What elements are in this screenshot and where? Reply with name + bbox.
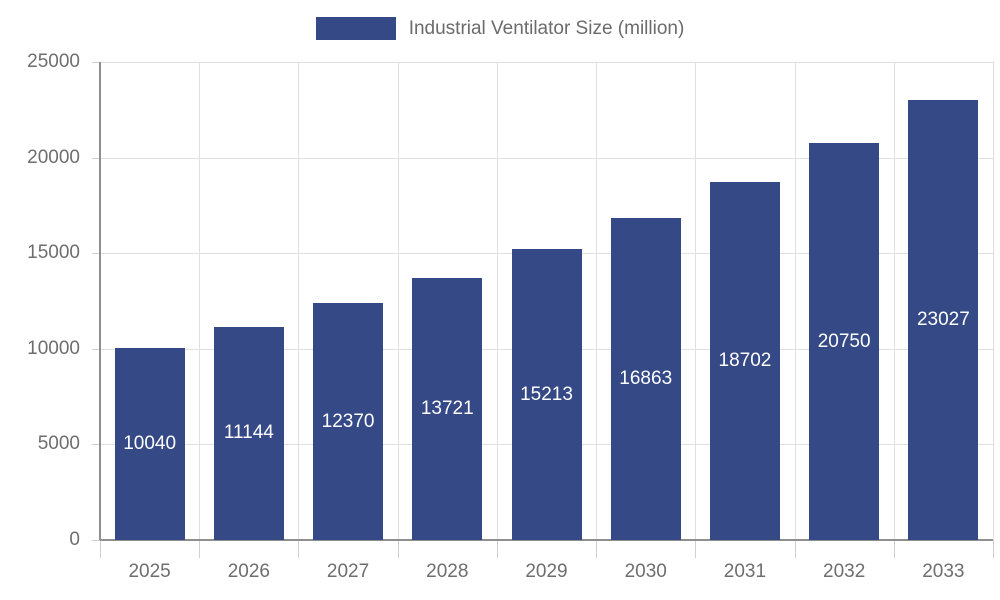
- h-gridline: [100, 62, 993, 63]
- x-axis-tick: [496, 540, 498, 558]
- y-axis-tick: [92, 444, 100, 446]
- y-axis-tick: [92, 157, 100, 159]
- y-axis-tick: [92, 62, 100, 63]
- x-tick-label: 2033: [922, 561, 965, 582]
- bar-value-label: 10040: [123, 433, 177, 455]
- x-tick-label: 2028: [426, 561, 469, 582]
- h-gridline: [100, 157, 993, 159]
- bar-value-label: 16863: [619, 367, 673, 389]
- x-tick-label: 2032: [823, 561, 866, 582]
- bar-2029[interactable]: [511, 249, 582, 540]
- bar-value-label: 18702: [718, 350, 772, 372]
- bar-value-label: 11144: [223, 422, 274, 444]
- y-tick-label: 5000: [37, 433, 80, 455]
- v-gridline: [993, 62, 994, 540]
- x-tick-label: 2027: [326, 561, 370, 582]
- x-axis-tick: [596, 540, 598, 558]
- v-gridline: [199, 62, 201, 540]
- v-gridline: [496, 62, 498, 540]
- v-gridline: [893, 62, 895, 540]
- y-tick-label: 10000: [27, 337, 80, 359]
- y-axis-line: [99, 62, 101, 540]
- bar-2032[interactable]: [809, 143, 880, 540]
- bar-value-label: 15213: [520, 383, 573, 405]
- x-axis-tick: [199, 540, 201, 558]
- x-axis-tick: [695, 540, 697, 558]
- bar-value-label: 13721: [420, 397, 474, 419]
- legend[interactable]: Industrial Ventilator Size (million): [0, 17, 1000, 40]
- bar-2027[interactable]: [313, 303, 384, 540]
- x-tick-label: 2031: [723, 561, 767, 582]
- bar-2026[interactable]: [213, 326, 284, 540]
- bar-value-label: 20750: [817, 330, 871, 352]
- legend-label: Industrial Ventilator Size (million): [408, 17, 685, 39]
- v-gridline: [596, 62, 598, 540]
- v-gridline: [298, 62, 300, 540]
- v-gridline: [794, 62, 796, 540]
- y-tick-label: 15000: [27, 242, 80, 264]
- v-gridline: [695, 62, 697, 540]
- y-tick-label: 20000: [27, 146, 80, 168]
- y-axis-tick: [92, 253, 100, 255]
- x-axis-tick: [298, 540, 300, 558]
- x-axis-tick: [794, 540, 796, 558]
- x-tick-label: 2030: [624, 561, 667, 582]
- x-tick-label: 2029: [525, 561, 568, 582]
- x-axis-tick: [893, 540, 895, 558]
- bar-value-label: 12370: [321, 410, 375, 432]
- bar-2033[interactable]: [908, 99, 979, 540]
- legend-swatch: [315, 17, 396, 40]
- x-axis-tick: [993, 540, 994, 558]
- v-gridline: [397, 62, 399, 540]
- x-axis-tick: [397, 540, 399, 558]
- x-axis-line: [100, 539, 993, 541]
- bar-2025[interactable]: [114, 348, 185, 540]
- y-tick-label: 25000: [27, 51, 80, 72]
- bar-2028[interactable]: [412, 277, 483, 540]
- x-axis-tick: [100, 540, 101, 558]
- x-tick-label: 2025: [128, 561, 171, 582]
- bar-2030[interactable]: [610, 217, 681, 540]
- x-tick-label: 2026: [227, 561, 270, 582]
- bar-value-label: 23027: [916, 308, 970, 330]
- y-axis-tick: [92, 540, 100, 541]
- bar-2031[interactable]: [709, 182, 780, 540]
- y-axis-tick: [92, 348, 100, 350]
- y-tick-label: 0: [69, 529, 80, 550]
